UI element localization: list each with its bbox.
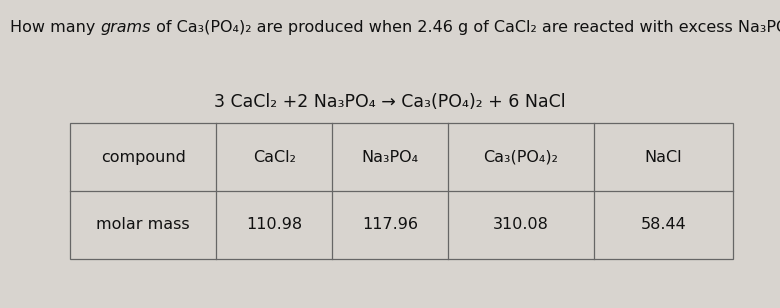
Text: Ca₃(PO₄)₂: Ca₃(PO₄)₂ xyxy=(484,150,558,164)
Text: NaCl: NaCl xyxy=(645,150,682,164)
Text: 3 CaCl₂ +2 Na₃PO₄ → Ca₃(PO₄)₂ + 6 NaCl: 3 CaCl₂ +2 Na₃PO₄ → Ca₃(PO₄)₂ + 6 NaCl xyxy=(215,93,566,111)
Text: molar mass: molar mass xyxy=(96,217,190,232)
Text: Na₃PO₄: Na₃PO₄ xyxy=(362,150,419,164)
Bar xyxy=(70,123,733,259)
Text: grams: grams xyxy=(101,20,151,35)
Text: 117.96: 117.96 xyxy=(362,217,418,232)
Text: How many: How many xyxy=(10,20,101,35)
Text: 58.44: 58.44 xyxy=(640,217,686,232)
Text: CaCl₂: CaCl₂ xyxy=(253,150,296,164)
Text: 110.98: 110.98 xyxy=(246,217,302,232)
Text: 310.08: 310.08 xyxy=(493,217,549,232)
Text: compound: compound xyxy=(101,150,186,164)
Text: of Ca₃(PO₄)₂ are produced when 2.46 g of CaCl₂ are reacted with excess Na₃PO₄?: of Ca₃(PO₄)₂ are produced when 2.46 g of… xyxy=(151,20,780,35)
